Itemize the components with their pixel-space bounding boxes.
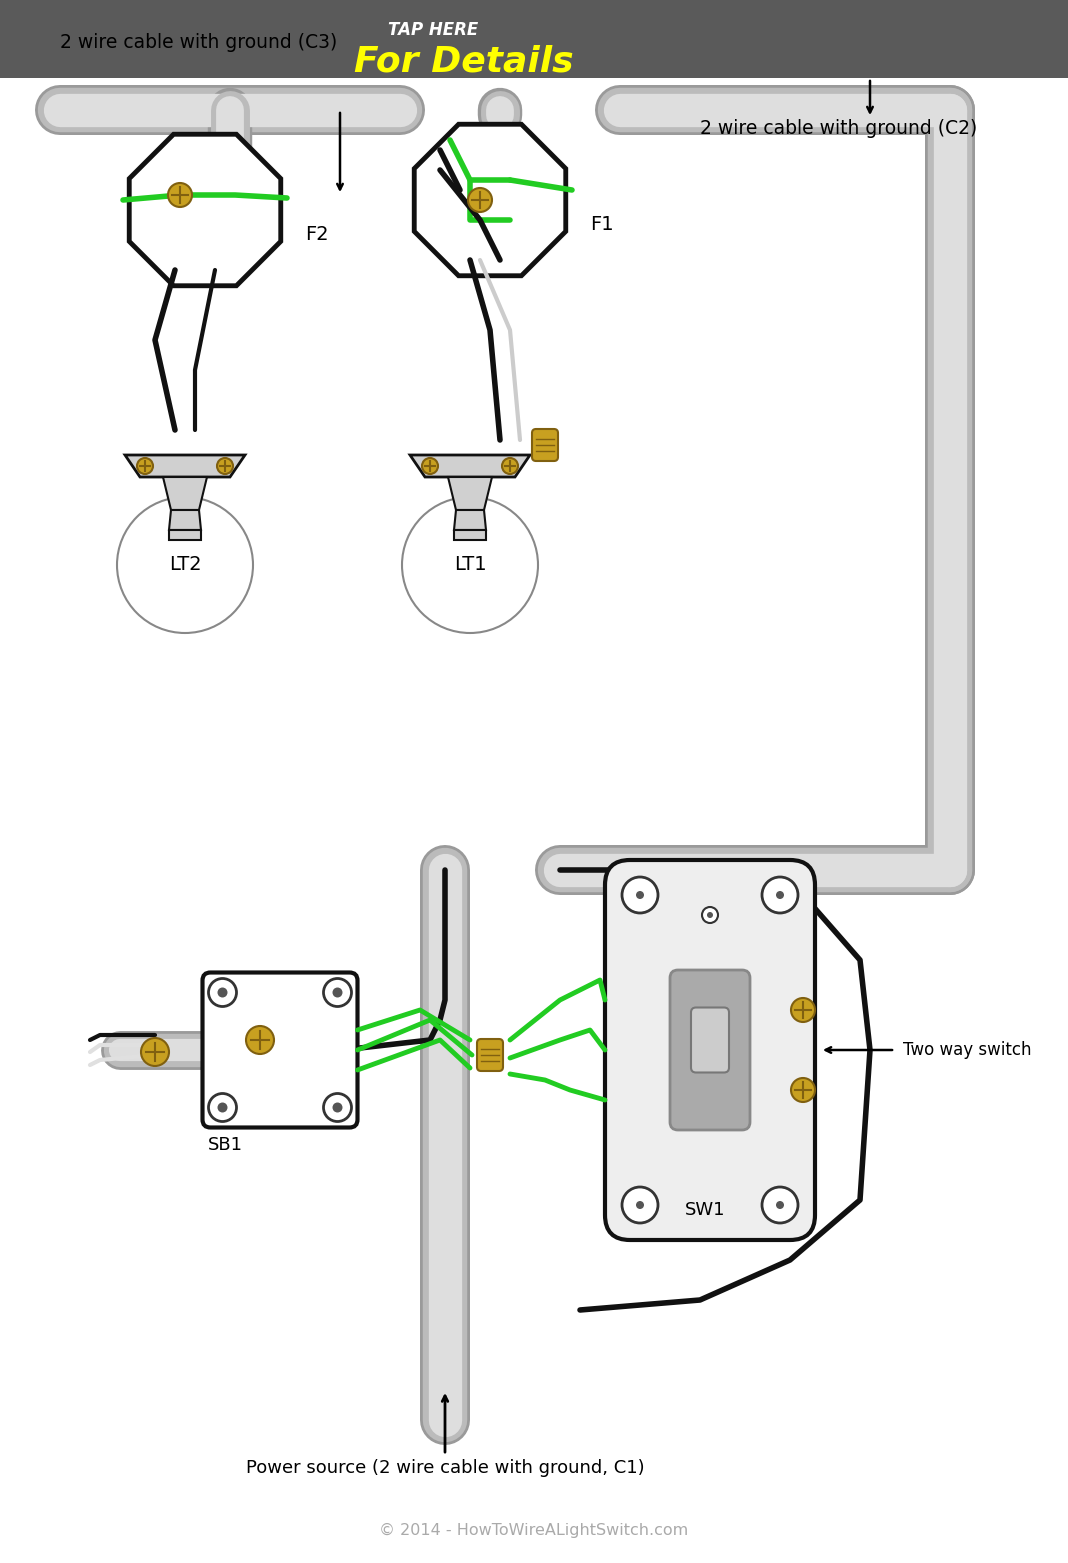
Circle shape	[208, 1094, 236, 1122]
Text: F2: F2	[305, 225, 329, 244]
Polygon shape	[447, 477, 492, 510]
Circle shape	[217, 458, 233, 474]
Circle shape	[776, 1200, 784, 1210]
Text: Two way switch: Two way switch	[904, 1041, 1032, 1060]
Circle shape	[117, 497, 253, 633]
Text: F1: F1	[590, 216, 614, 234]
Polygon shape	[169, 510, 201, 530]
Circle shape	[332, 988, 343, 997]
Circle shape	[324, 978, 351, 1007]
Text: LT1: LT1	[454, 555, 486, 575]
FancyBboxPatch shape	[477, 1039, 503, 1071]
Circle shape	[141, 1038, 169, 1066]
Circle shape	[791, 999, 815, 1022]
Polygon shape	[129, 134, 281, 286]
Text: TAP HERE: TAP HERE	[388, 20, 478, 39]
Text: Power source (2 wire cable with ground, C1): Power source (2 wire cable with ground, …	[246, 1458, 644, 1477]
Text: © 2014 - HowToWireALightSwitch.com: © 2014 - HowToWireALightSwitch.com	[379, 1522, 689, 1538]
Circle shape	[622, 1186, 658, 1222]
Circle shape	[761, 877, 798, 913]
Text: 2 wire cable with ground (C2): 2 wire cable with ground (C2)	[700, 119, 977, 138]
Polygon shape	[454, 530, 486, 539]
Circle shape	[502, 458, 518, 474]
Polygon shape	[125, 455, 245, 477]
Circle shape	[637, 1200, 644, 1210]
Circle shape	[468, 188, 492, 213]
FancyBboxPatch shape	[604, 860, 815, 1239]
FancyBboxPatch shape	[532, 428, 557, 461]
Polygon shape	[163, 477, 207, 510]
Circle shape	[246, 1025, 274, 1053]
Circle shape	[702, 907, 718, 924]
Polygon shape	[169, 530, 201, 539]
Circle shape	[707, 911, 713, 917]
Circle shape	[324, 1094, 351, 1122]
Circle shape	[168, 183, 192, 206]
Circle shape	[218, 988, 227, 997]
Circle shape	[622, 877, 658, 913]
Circle shape	[332, 1102, 343, 1113]
Text: SW1: SW1	[685, 1200, 725, 1219]
Circle shape	[776, 891, 784, 899]
Circle shape	[637, 891, 644, 899]
Text: LT2: LT2	[169, 555, 201, 575]
Bar	[0, 0, 1068, 78]
Text: 2 wire cable with ground (C3): 2 wire cable with ground (C3)	[60, 33, 337, 52]
Text: For Details: For Details	[354, 45, 574, 80]
Circle shape	[791, 1078, 815, 1102]
FancyBboxPatch shape	[691, 1008, 729, 1072]
Polygon shape	[414, 123, 566, 275]
Circle shape	[208, 978, 236, 1007]
FancyBboxPatch shape	[670, 971, 750, 1130]
Circle shape	[402, 497, 538, 633]
FancyBboxPatch shape	[203, 972, 358, 1127]
Circle shape	[422, 458, 438, 474]
Polygon shape	[454, 510, 486, 530]
Text: SB1: SB1	[207, 1135, 242, 1153]
Circle shape	[218, 1102, 227, 1113]
Circle shape	[137, 458, 153, 474]
Polygon shape	[410, 455, 530, 477]
Circle shape	[761, 1186, 798, 1222]
